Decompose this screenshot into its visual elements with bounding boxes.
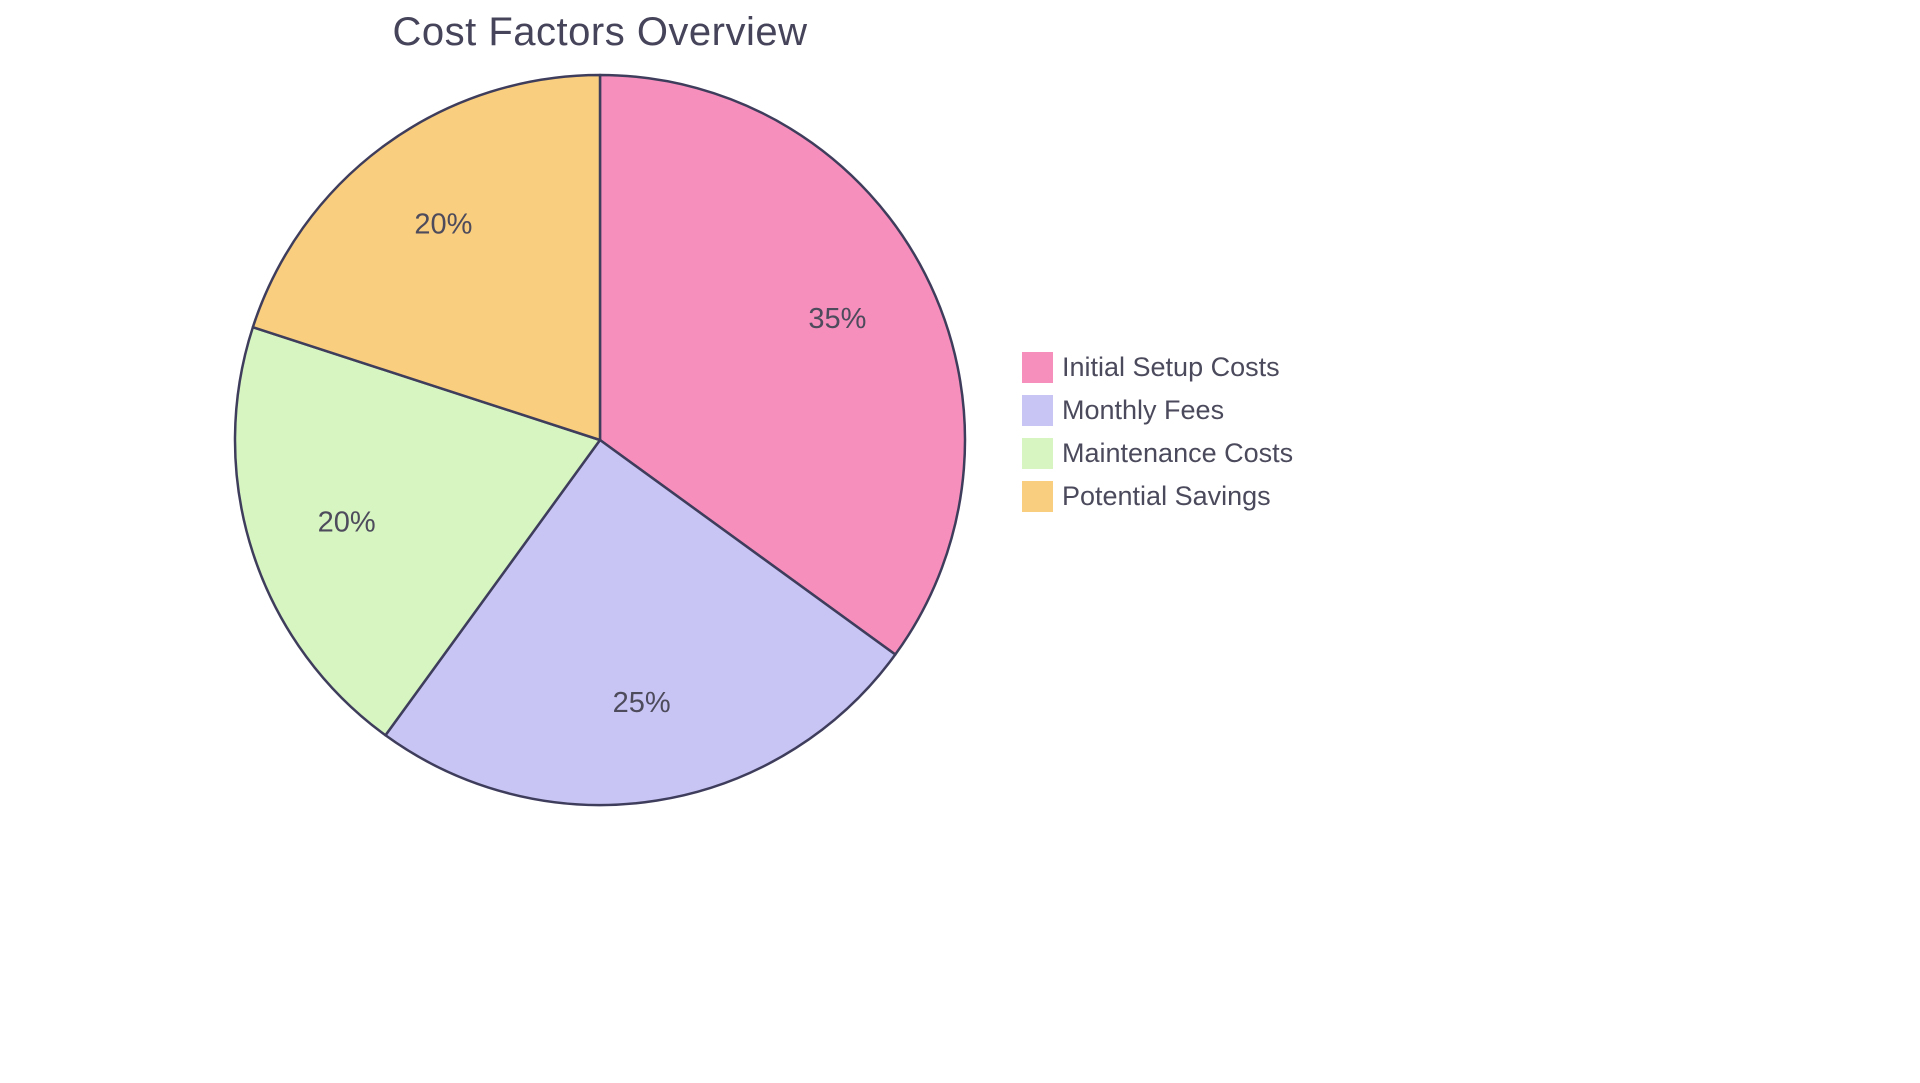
legend-label-0: Initial Setup Costs: [1062, 352, 1280, 382]
legend-item-3: Potential Savings: [1022, 481, 1293, 512]
pie-slice-1: [384, 438, 897, 807]
pie-slice-2: [233, 325, 602, 737]
legend-item-0: Initial Setup Costs: [1022, 352, 1293, 383]
slice-label-0: 35%: [808, 303, 866, 335]
slice-label-2: 20%: [318, 506, 376, 538]
legend-item-2: Maintenance Costs: [1022, 438, 1293, 469]
legend-label-1: Monthly Fees: [1062, 395, 1225, 425]
legend-label-2: Maintenance Costs: [1062, 438, 1294, 468]
legend-swatch-0: [1022, 352, 1053, 383]
slice-label-1: 25%: [613, 687, 671, 719]
slice-label-3: 20%: [414, 208, 472, 240]
legend-label-3: Potential Savings: [1062, 481, 1271, 511]
pie-slice-0: [598, 73, 967, 656]
legend-swatch-3: [1022, 481, 1053, 512]
legend: Initial Setup Costs Monthly Fees Maintenan…: [1022, 352, 1293, 512]
pie-slice-3: [251, 73, 602, 442]
chart-title: Cost Factors Overview: [392, 10, 808, 54]
legend-swatch-1: [1022, 395, 1053, 426]
legend-swatch-2: [1022, 438, 1053, 469]
legend-item-1: Monthly Fees: [1022, 395, 1293, 426]
